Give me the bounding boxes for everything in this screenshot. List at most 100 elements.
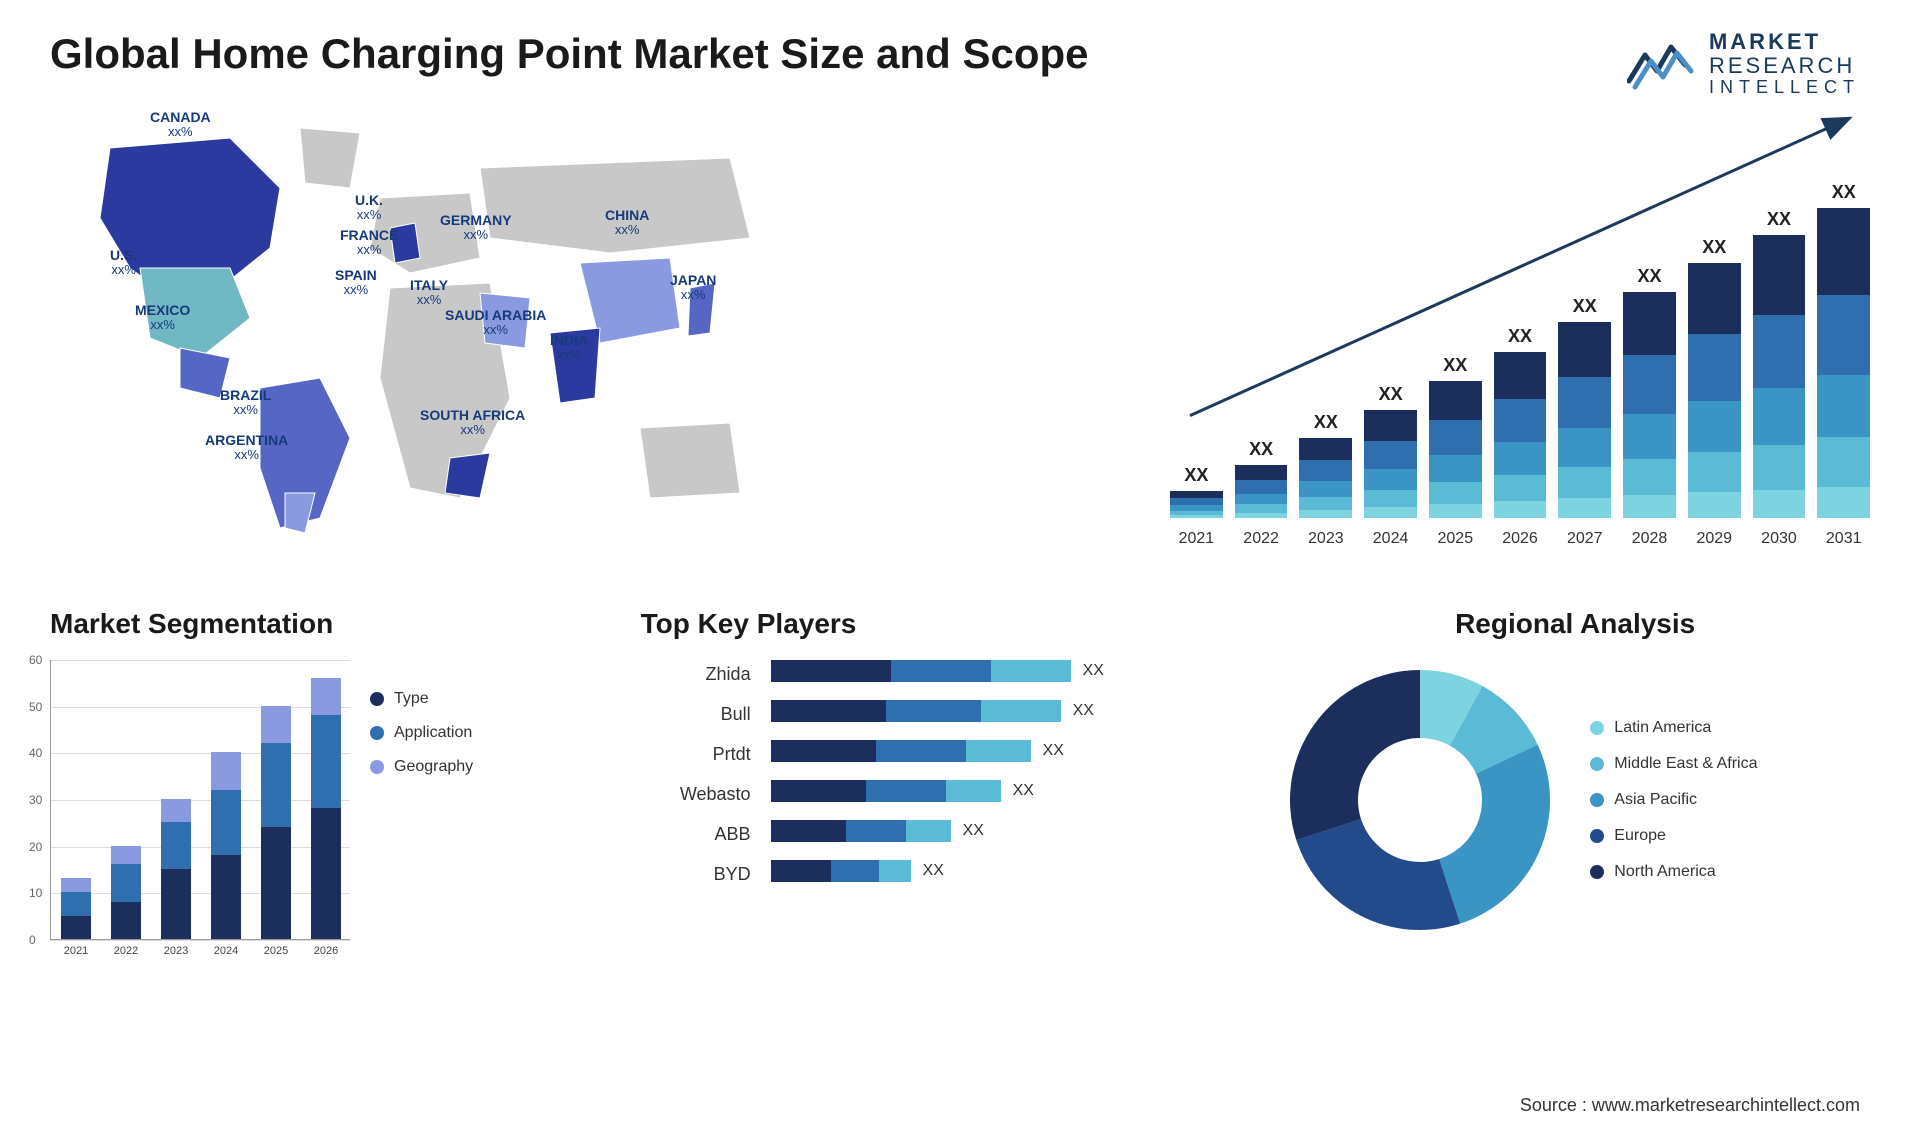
regional-legend-item: Europe [1590,827,1757,845]
player-bar [771,660,1071,682]
player-bar-segment [771,740,876,762]
player-bar-segment [866,780,946,802]
map-label-u-s-: U.S.xx% [110,248,137,278]
seg-bar-segment [261,706,291,743]
player-names: ZhidaBullPrtdtWebastoABBBYD [641,660,751,886]
growth-bar-value: XX [1623,266,1676,287]
growth-bar-2025: XX [1429,381,1482,518]
seg-bar-2023 [161,799,191,939]
seg-gridline [51,893,350,894]
legend-dot [1590,757,1604,771]
legend-dot [370,726,384,740]
growth-bar-segment [1688,492,1741,518]
legend-label: Type [394,690,429,708]
growth-bar-segment [1623,459,1676,495]
growth-bar-segment [1299,460,1352,481]
growth-bar-segment [1753,490,1806,518]
map-country-pct: xx% [420,423,525,437]
growth-bar-segment [1558,428,1611,467]
regional-legend: Latin AmericaMiddle East & AfricaAsia Pa… [1590,719,1757,881]
seg-xlabel: 2021 [64,945,88,957]
growth-bar-segment [1688,334,1741,400]
map-country-name: MEXICO [135,302,190,318]
player-bar-segment [946,780,1001,802]
regional-legend-item: Asia Pacific [1590,791,1757,809]
seg-bar-2021 [61,878,91,939]
legend-dot [1590,865,1604,879]
growth-xlabel: 2023 [1299,530,1352,548]
seg-ytick: 0 [29,933,36,947]
growth-bar-segment [1817,295,1870,376]
growth-xlabel: 2024 [1364,530,1417,548]
player-row-zhida: XX [771,660,1231,682]
growth-bar-2023: XX [1299,438,1352,518]
map-country-pct: xx% [605,223,649,237]
segmentation-chart: 0102030405060202120222023202420252026 [50,660,350,940]
growth-bar-segment [1299,481,1352,497]
seg-xlabel: 2023 [164,945,188,957]
growth-bar-segment [1688,401,1741,452]
player-bar-segment [771,820,846,842]
player-bar-segment [771,660,891,682]
seg-gridline [51,660,350,661]
growth-bar-segment [1429,420,1482,456]
growth-bar-segment [1817,208,1870,295]
player-bar [771,700,1061,722]
player-value: XX [963,822,984,840]
seg-bar-segment [211,752,241,789]
logo-text-2: RESEARCH [1709,54,1860,78]
seg-bar-segment [161,869,191,939]
seg-bar-segment [211,855,241,939]
growth-bar-segment [1494,501,1547,518]
seg-gridline [51,847,350,848]
seg-bar-segment [111,846,141,865]
map-country-name: SOUTH AFRICA [420,407,525,423]
growth-bar-2027: XX [1558,322,1611,518]
growth-bar-segment [1364,410,1417,440]
growth-bar-2029: XX [1688,263,1741,518]
map-country-name: SAUDI ARABIA [445,307,546,323]
map-country-name: ITALY [410,277,448,293]
map-label-argentina: ARGENTINAxx% [205,433,288,463]
map-label-south-africa: SOUTH AFRICAxx% [420,408,525,438]
player-bar-segment [876,740,966,762]
seg-ytick: 20 [29,840,42,854]
seg-bar-segment [261,827,291,939]
growth-bar-segment [1235,494,1288,505]
growth-bar-segment [1170,491,1223,499]
logo: MARKET RESEARCH INTELLECT [1627,30,1860,98]
seg-xlabel: 2026 [314,945,338,957]
growth-bar-segment [1364,469,1417,491]
map-label-germany: GERMANYxx% [440,213,512,243]
growth-bar-segment [1170,498,1223,505]
map-label-saudi-arabia: SAUDI ARABIAxx% [445,308,546,338]
segmentation-legend: TypeApplicationGeography [370,660,473,940]
map-country-pct: xx% [335,283,377,297]
players-panel: Top Key Players ZhidaBullPrtdtWebastoABB… [641,608,1231,988]
growth-bar-segment [1558,322,1611,377]
legend-label: Geography [394,758,473,776]
growth-bar-value: XX [1364,384,1417,405]
seg-bar-segment [61,916,91,939]
map-label-france: FRANCExx% [340,228,398,258]
world-map-panel: CANADAxx%U.S.xx%MEXICOxx%BRAZILxx%ARGENT… [50,98,1130,548]
growth-bar-segment [1170,515,1223,518]
growth-bar-segment [1623,495,1676,518]
legend-dot [1590,793,1604,807]
growth-bar-segment [1558,377,1611,428]
player-row-bull: XX [771,700,1231,722]
player-row-prtdt: XX [771,740,1231,762]
player-bar-segment [886,700,981,722]
seg-bar-2022 [111,846,141,939]
seg-bar-2024 [211,752,241,939]
map-label-mexico: MEXICOxx% [135,303,190,333]
growth-bar-segment [1429,482,1482,504]
map-label-japan: JAPANxx% [670,273,716,303]
legend-label: Europe [1614,827,1666,845]
growth-xlabel: 2028 [1623,530,1676,548]
player-bar-segment [906,820,951,842]
growth-bar-segment [1494,399,1547,442]
growth-bar-segment [1623,355,1676,414]
regional-legend-item: North America [1590,863,1757,881]
growth-bar-segment [1235,504,1288,512]
